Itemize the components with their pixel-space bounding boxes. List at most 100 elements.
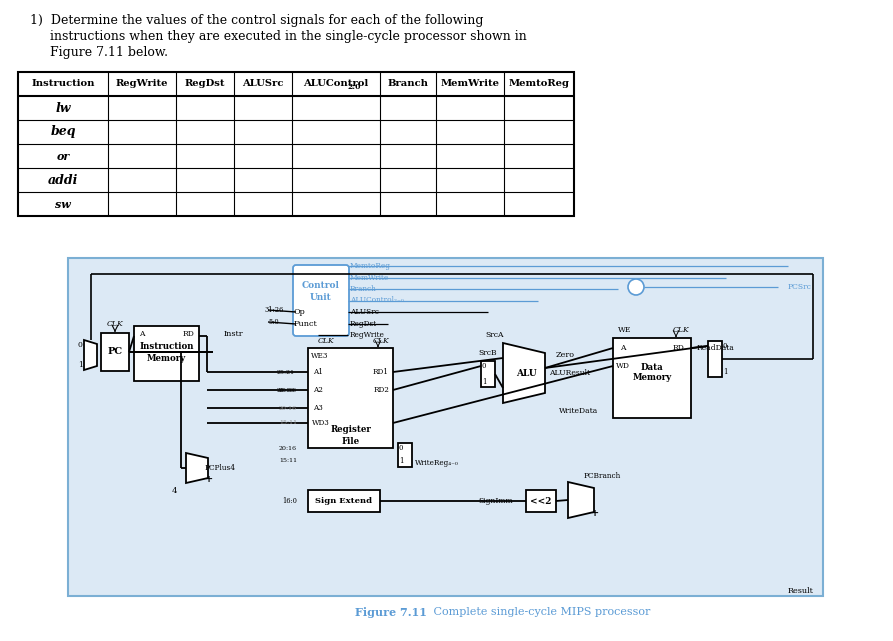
Text: RD: RD [183,330,195,338]
Bar [134,326,199,381]
Bar [18,72,574,216]
Text: ReadData: ReadData [697,344,735,352]
Bar [308,348,393,448]
Text: Branch: Branch [388,79,429,88]
Text: MemtoReg: MemtoReg [350,262,391,270]
Text: Zero: Zero [555,351,574,359]
FancyBboxPatch shape [293,265,349,336]
Text: 0: 0 [481,362,487,370]
Bar [481,361,495,387]
Text: SrcB: SrcB [479,349,497,357]
Text: SrcA: SrcA [486,331,505,339]
Text: Data: Data [640,363,663,372]
Text: <<2: <<2 [530,497,552,506]
Text: A2: A2 [313,386,323,394]
Text: CLK: CLK [106,320,123,328]
Text: Sign Extend: Sign Extend [315,497,372,505]
Text: CLK: CLK [672,326,689,334]
Bar [708,341,722,377]
Text: PCSrc: PCSrc [788,283,812,291]
Text: 20:16: 20:16 [279,388,297,392]
Text: Unit: Unit [310,294,332,303]
Text: ALUSrc: ALUSrc [350,308,379,316]
Text: WD3: WD3 [313,419,330,427]
Text: Figure 7.11 below.: Figure 7.11 below. [30,46,168,59]
Polygon shape [568,482,594,518]
Text: WriteData: WriteData [559,407,598,415]
Text: ALUResult: ALUResult [549,369,590,377]
Text: Memory: Memory [632,374,672,383]
Text: ALUSrc: ALUSrc [242,79,284,88]
Polygon shape [84,340,97,370]
Text: A: A [139,330,145,338]
Text: PC: PC [107,347,122,356]
Text: Op: Op [294,308,305,316]
Text: RD: RD [673,344,685,352]
Text: PCBranch: PCBranch [583,472,621,480]
Text: 0: 0 [722,342,727,350]
Text: A: A [621,344,626,352]
Text: or: or [56,151,70,162]
Text: RegDst: RegDst [185,79,225,88]
Text: 25:21: 25:21 [277,369,295,374]
Text: MemWrite: MemWrite [350,274,389,281]
Bar [526,490,556,512]
Text: 16:0: 16:0 [282,497,297,505]
Polygon shape [503,343,545,403]
Text: 1)  Determine the values of the control signals for each of the following: 1) Determine the values of the control s… [30,14,483,27]
Text: 0: 0 [399,444,404,452]
Text: Memory: Memory [146,354,186,363]
Text: Figure 7.11: Figure 7.11 [355,606,427,617]
Bar [308,490,380,512]
Text: File: File [341,437,360,445]
Text: Instr: Instr [223,330,243,338]
Text: WE3: WE3 [312,352,329,360]
Text: Result: Result [787,587,813,595]
Text: SignImm: SignImm [479,497,513,505]
Text: 1: 1 [399,457,404,465]
Text: beq: beq [50,126,76,138]
Text: WriteReg₄₋₀: WriteReg₄₋₀ [415,459,459,467]
Text: WD: WD [616,362,630,370]
Text: 1: 1 [722,368,727,376]
Text: RegWrite: RegWrite [350,331,385,339]
Text: 15:11: 15:11 [279,458,297,463]
Text: RegWrite: RegWrite [116,79,168,88]
Text: RD2: RD2 [373,386,389,394]
Circle shape [628,279,644,295]
Text: 15:11: 15:11 [279,420,297,426]
Text: Branch: Branch [350,285,377,293]
Bar [613,338,691,418]
Text: WE: WE [618,326,631,334]
Bar [101,333,129,371]
Text: RD1: RD1 [373,368,389,376]
Bar [68,258,823,596]
Text: 20:16: 20:16 [279,445,297,451]
Text: 4: 4 [171,487,177,495]
Text: MemtoReg: MemtoReg [508,79,570,88]
Bar [398,443,412,467]
Text: sw: sw [55,199,71,210]
Text: Instruction: Instruction [31,79,95,88]
Text: 5:0: 5:0 [269,318,280,326]
Text: 0: 0 [78,341,83,349]
Text: 2:0: 2:0 [347,83,361,91]
Text: RegDst: RegDst [350,319,377,328]
Text: PCPlus4: PCPlus4 [204,464,236,472]
Polygon shape [186,453,208,483]
Text: ALUControl: ALUControl [304,79,369,88]
Text: MemWrite: MemWrite [440,79,499,88]
Text: Funct: Funct [294,320,318,328]
Text: Instruction: Instruction [139,342,194,351]
Text: A3: A3 [313,404,323,412]
Text: Register: Register [330,426,371,435]
Text: Complete single-cycle MIPS processor: Complete single-cycle MIPS processor [430,607,651,617]
Text: 1: 1 [78,361,83,369]
Text: Control: Control [302,281,340,290]
Text: +: + [204,474,213,483]
Text: lw: lw [55,101,71,115]
Text: instructions when they are executed in the single-cycle processor shown in: instructions when they are executed in t… [30,30,527,43]
Text: 20:16: 20:16 [277,388,295,392]
Text: CLK: CLK [372,337,389,345]
Text: CLK: CLK [318,337,334,345]
